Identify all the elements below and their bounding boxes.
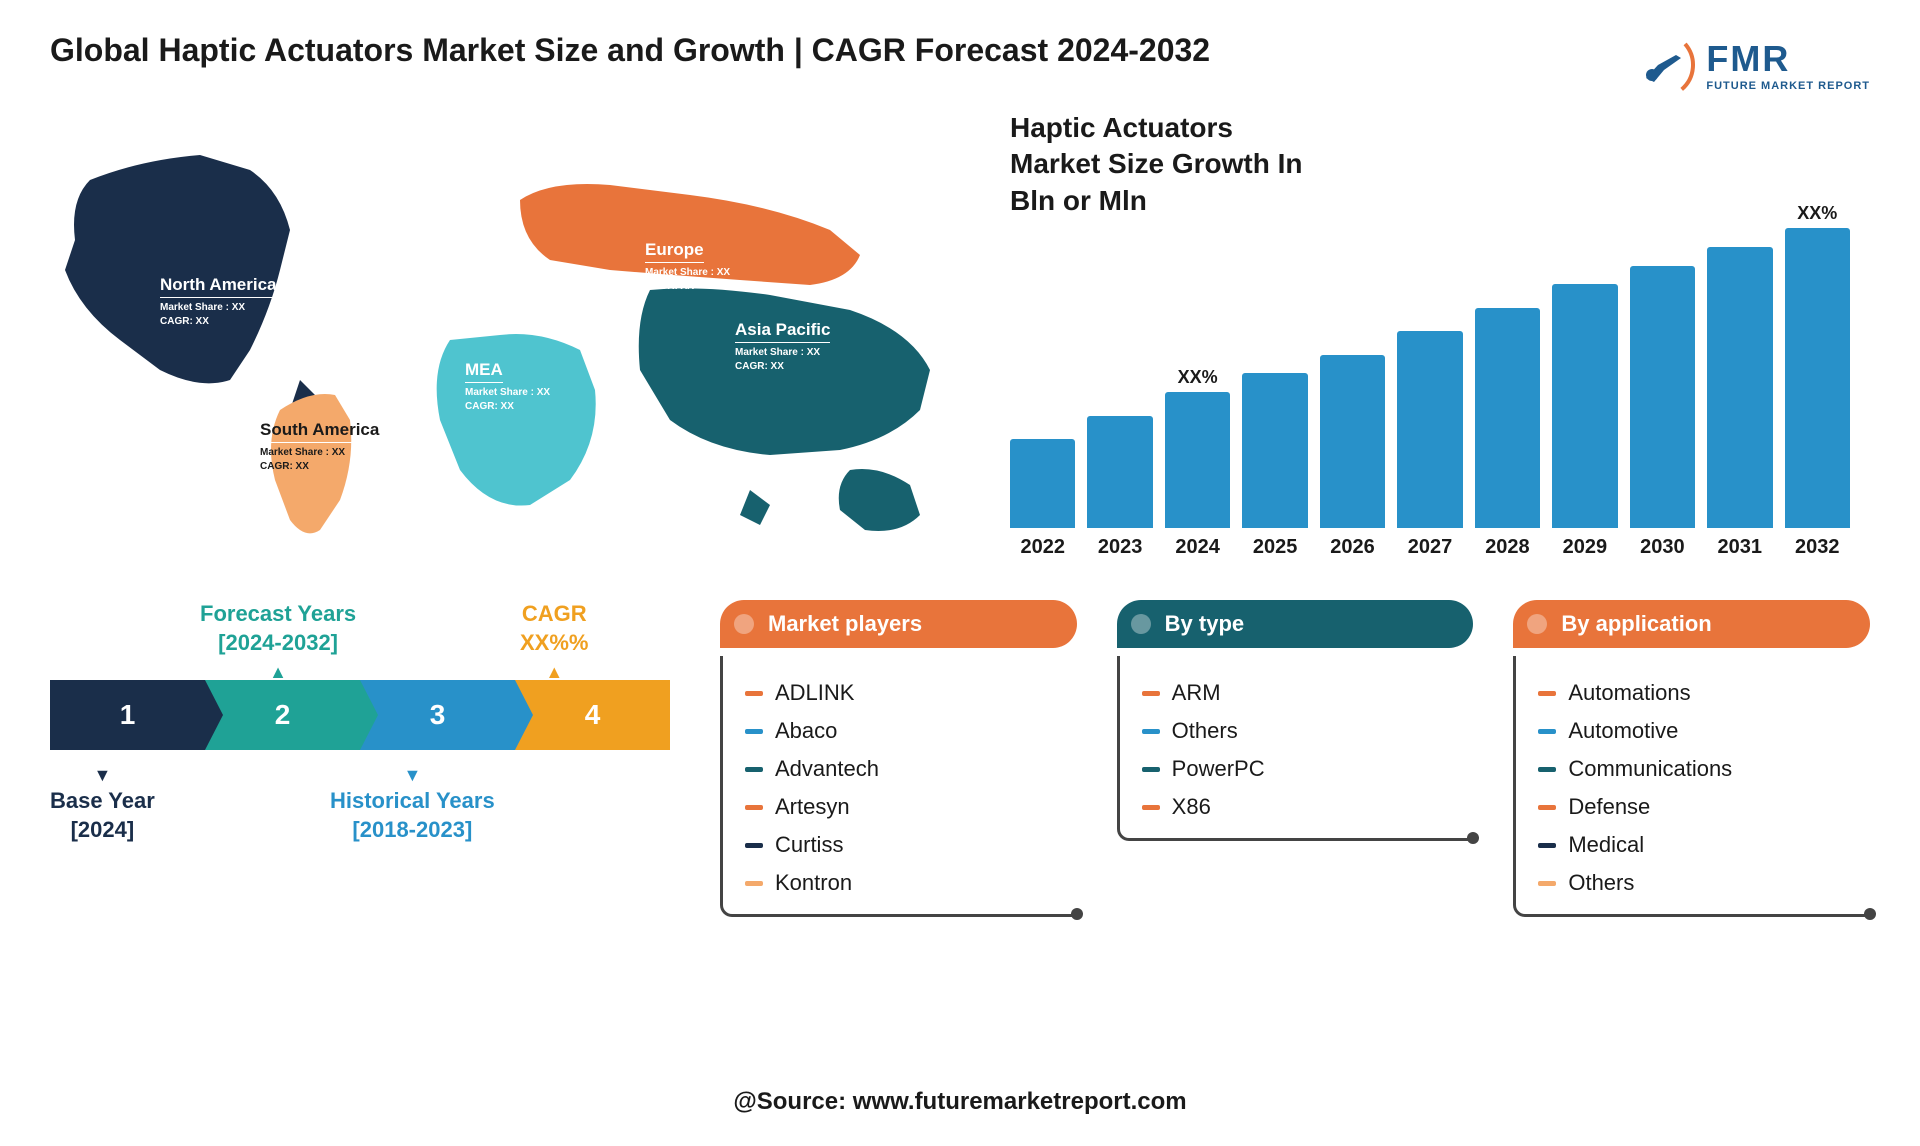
cat-item: ADLINK (745, 674, 1077, 712)
region-north-america: North AmericaMarket Share : XXCAGR: XX (160, 275, 277, 329)
bar-2029: 2029 (1552, 284, 1617, 559)
cat-item: ARM (1142, 674, 1474, 712)
bar-2026: 2026 (1320, 355, 1385, 559)
bar-2028: 2028 (1475, 308, 1540, 559)
cat-item: Curtiss (745, 826, 1077, 864)
bar-2027: 2027 (1397, 331, 1462, 559)
fmr-logo: FMR FUTURE MARKET REPORT (1626, 30, 1870, 100)
cat-item: Advantech (745, 750, 1077, 788)
cat-item: Defense (1538, 788, 1870, 826)
chart-title: Haptic ActuatorsMarket Size Growth InBln… (1010, 110, 1850, 219)
cat-item: Medical (1538, 826, 1870, 864)
cat-header: Market players (720, 600, 1077, 648)
cat-item: X86 (1142, 788, 1474, 826)
bar-2023: 2023 (1087, 416, 1152, 560)
bar-2024: XX%2024 (1165, 392, 1230, 559)
timeline-segment-4: 4 (515, 680, 670, 750)
timeline-segment-1: 1 (50, 680, 205, 750)
bar-chart: Haptic ActuatorsMarket Size Growth InBln… (990, 110, 1870, 550)
bar-2031: 2031 (1707, 247, 1772, 559)
source-attribution: @Source: www.futuremarketreport.com (0, 1088, 1920, 1116)
timeline: Forecast Years[2024-2032]▲ CAGRXX%%▲ 1234… (50, 600, 670, 917)
timeline-label: Forecast Years[2024-2032]▲ (200, 600, 356, 685)
timeline-segment-3: 3 (360, 680, 515, 750)
category-by-application: By application AutomationsAutomotiveCommu… (1513, 600, 1870, 917)
cat-item: PowerPC (1142, 750, 1474, 788)
bar-2025: 2025 (1242, 373, 1307, 559)
cat-item: Automations (1538, 674, 1870, 712)
cat-header: By application (1513, 600, 1870, 648)
timeline-label: CAGRXX%%▲ (520, 600, 588, 685)
cat-header: By type (1117, 600, 1474, 648)
region-mea: MEAMarket Share : XXCAGR: XX (465, 360, 550, 414)
cat-item: Artesyn (745, 788, 1077, 826)
cat-item: Abaco (745, 712, 1077, 750)
bar-2022: 2022 (1010, 439, 1075, 559)
region-asia-pacific: Asia PacificMarket Share : XXCAGR: XX (735, 320, 830, 374)
category-by-type: By type ARMOthersPowerPCX86 (1117, 600, 1474, 917)
region-europe: EuropeMarket Share : XXCAGR: XX (645, 240, 730, 294)
timeline-label: ▼Base Year[2024] (50, 760, 155, 845)
cat-item: Communications (1538, 750, 1870, 788)
page-title: Global Haptic Actuators Market Size and … (50, 30, 1210, 72)
region-south-america: South AmericaMarket Share : XXCAGR: XX (260, 420, 379, 474)
world-map: North AmericaMarket Share : XXCAGR: XX So… (50, 110, 970, 550)
category-market-players: Market players ADLINKAbacoAdvantechArtesy… (720, 600, 1077, 917)
telescope-icon (1626, 30, 1696, 100)
cat-item: Others (1538, 864, 1870, 902)
cat-item: Automotive (1538, 712, 1870, 750)
logo-main-text: FMR (1706, 38, 1870, 80)
timeline-segment-2: 2 (205, 680, 360, 750)
cat-item: Kontron (745, 864, 1077, 902)
bar-2032: XX%2032 (1785, 228, 1850, 559)
logo-sub-text: FUTURE MARKET REPORT (1706, 80, 1870, 92)
bar-2030: 2030 (1630, 266, 1695, 560)
timeline-label: ▼Historical Years[2018-2023] (330, 760, 495, 845)
cat-item: Others (1142, 712, 1474, 750)
